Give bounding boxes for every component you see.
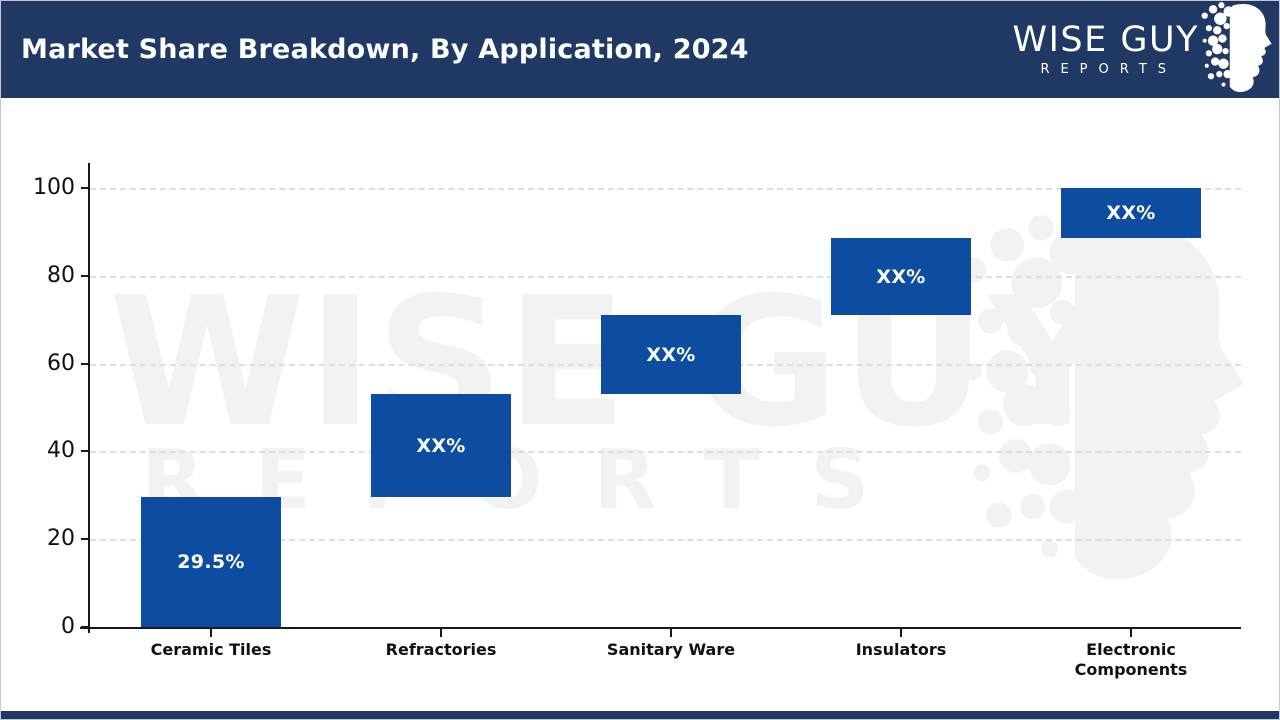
- y-tick-mark: [81, 187, 89, 189]
- gridline: [90, 539, 1241, 542]
- x-tick-mark: [440, 629, 442, 637]
- wiseguy-face-icon: [1193, 1, 1277, 99]
- x-axis-line: [80, 627, 1241, 629]
- bar-segment: XX%: [831, 238, 971, 316]
- bar-segment: XX%: [371, 394, 511, 498]
- gridline: [90, 275, 1241, 278]
- x-tick-mark: [210, 629, 212, 637]
- x-tick-mark: [670, 629, 672, 637]
- bar-value-label: 29.5%: [177, 551, 245, 574]
- y-tick-mark: [81, 274, 89, 277]
- x-category-label: Ceramic Tiles: [150, 640, 272, 659]
- x-category-label: Insulators: [855, 640, 947, 659]
- bar-value-label: XX%: [1106, 202, 1156, 225]
- x-tick-mark: [900, 629, 902, 637]
- bar-segment: XX%: [1061, 188, 1201, 239]
- bar-value-label: XX%: [416, 434, 466, 457]
- y-tick-mark: [81, 450, 89, 453]
- bar-segment: XX%: [601, 315, 741, 395]
- logo-brand-sub: REPORTS: [1040, 61, 1178, 77]
- y-tick-label: 20: [47, 526, 75, 552]
- plot-area: 0 20 40 60 80 100 29.5% Ceramic Tiles XX% Refract…: [1, 98, 1279, 713]
- bar-segment: 29.5%: [141, 497, 281, 627]
- y-tick-mark: [81, 538, 89, 541]
- y-tick-label: 80: [47, 262, 75, 288]
- x-category-label: Refractories: [385, 640, 497, 659]
- footer-bar: [1, 711, 1279, 719]
- gridline: [90, 188, 1241, 190]
- y-axis-line: [88, 163, 90, 633]
- y-tick-mark: [81, 626, 89, 628]
- y-tick-label: 40: [47, 438, 75, 464]
- wiseguy-logo-text: WISE GUY REPORTS: [1012, 19, 1199, 77]
- y-tick-label: 60: [47, 350, 75, 376]
- bar-value-label: XX%: [876, 265, 926, 288]
- bar-value-label: XX%: [646, 343, 696, 366]
- y-tick-label: 0: [61, 614, 75, 639]
- y-tick-label: 100: [33, 175, 75, 200]
- x-category-label: Electronic Components: [1074, 640, 1188, 679]
- gridline: [90, 451, 1241, 454]
- x-tick-mark: [1130, 629, 1132, 637]
- chart-header: Market Share Breakdown, By Application, …: [1, 1, 1279, 98]
- chart-title: Market Share Breakdown, By Application, …: [21, 34, 749, 65]
- logo-brand-name: WISE GUY: [1012, 19, 1199, 60]
- x-category-label: Sanitary Ware: [606, 640, 736, 659]
- wiseguy-logo: WISE GUY REPORTS: [1012, 1, 1277, 98]
- y-tick-mark: [81, 362, 89, 365]
